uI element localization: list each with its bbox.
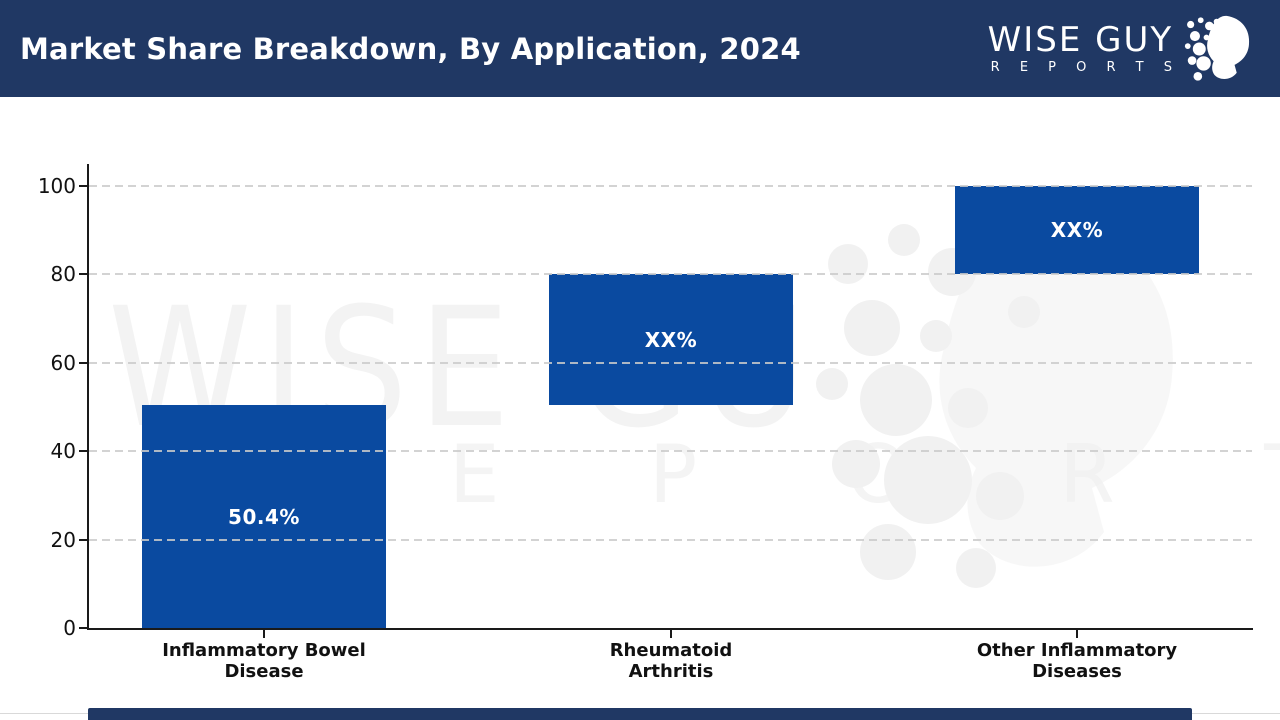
y-tick-mark [79,450,87,453]
y-tick-mark [79,273,87,276]
wiseguy-logo: WISE GUY R E P O R T S [988,11,1254,87]
page-title: Market Share Breakdown, By Application, … [20,31,801,66]
y-tick-mark [79,361,87,364]
x-tick-mark [670,630,672,638]
bar-segment: 50.4% [142,405,386,628]
x-category-label: Inflammatory Bowel Disease [162,640,366,682]
y-axis-line [87,164,89,630]
y-tick-label: 20 [50,527,76,552]
gridline [89,361,1252,364]
bar-value-label: XX% [644,327,698,352]
y-tick-label: 60 [50,350,76,375]
gridline [89,185,1252,187]
bar-value-label: XX% [1050,218,1104,243]
y-tick-label: 100 [37,174,76,198]
x-tick-mark [263,630,265,638]
y-tick-label: 80 [50,262,76,287]
logo-text: WISE GUY R E P O R T S [988,23,1180,75]
gridline [89,273,1252,276]
logo-face-icon [1182,11,1254,87]
x-category-label: Rheumatoid Arthritis [609,640,733,682]
header-bar: Market Share Breakdown, By Application, … [0,0,1280,97]
footer-bar [88,708,1192,720]
y-tick-mark [79,185,87,187]
y-tick-mark [79,538,87,541]
y-tick-label: 40 [50,439,76,464]
x-category-label: Other Inflammatory Diseases [976,640,1178,682]
x-tick-mark [1076,630,1078,638]
bar-segment: XX% [549,274,793,406]
x-axis-line [87,628,1253,630]
y-tick-label: 0 [63,616,76,640]
logo-subtitle: R E P O R T S [990,59,1180,75]
watermark-face-icon [800,200,1200,604]
y-tick-mark [79,627,87,629]
bar-segment: XX% [955,186,1199,275]
bar-value-label: 50.4% [228,504,300,529]
gridline [89,450,1252,453]
logo-wordmark: WISE GUY [987,19,1174,60]
gridline [89,538,1252,541]
